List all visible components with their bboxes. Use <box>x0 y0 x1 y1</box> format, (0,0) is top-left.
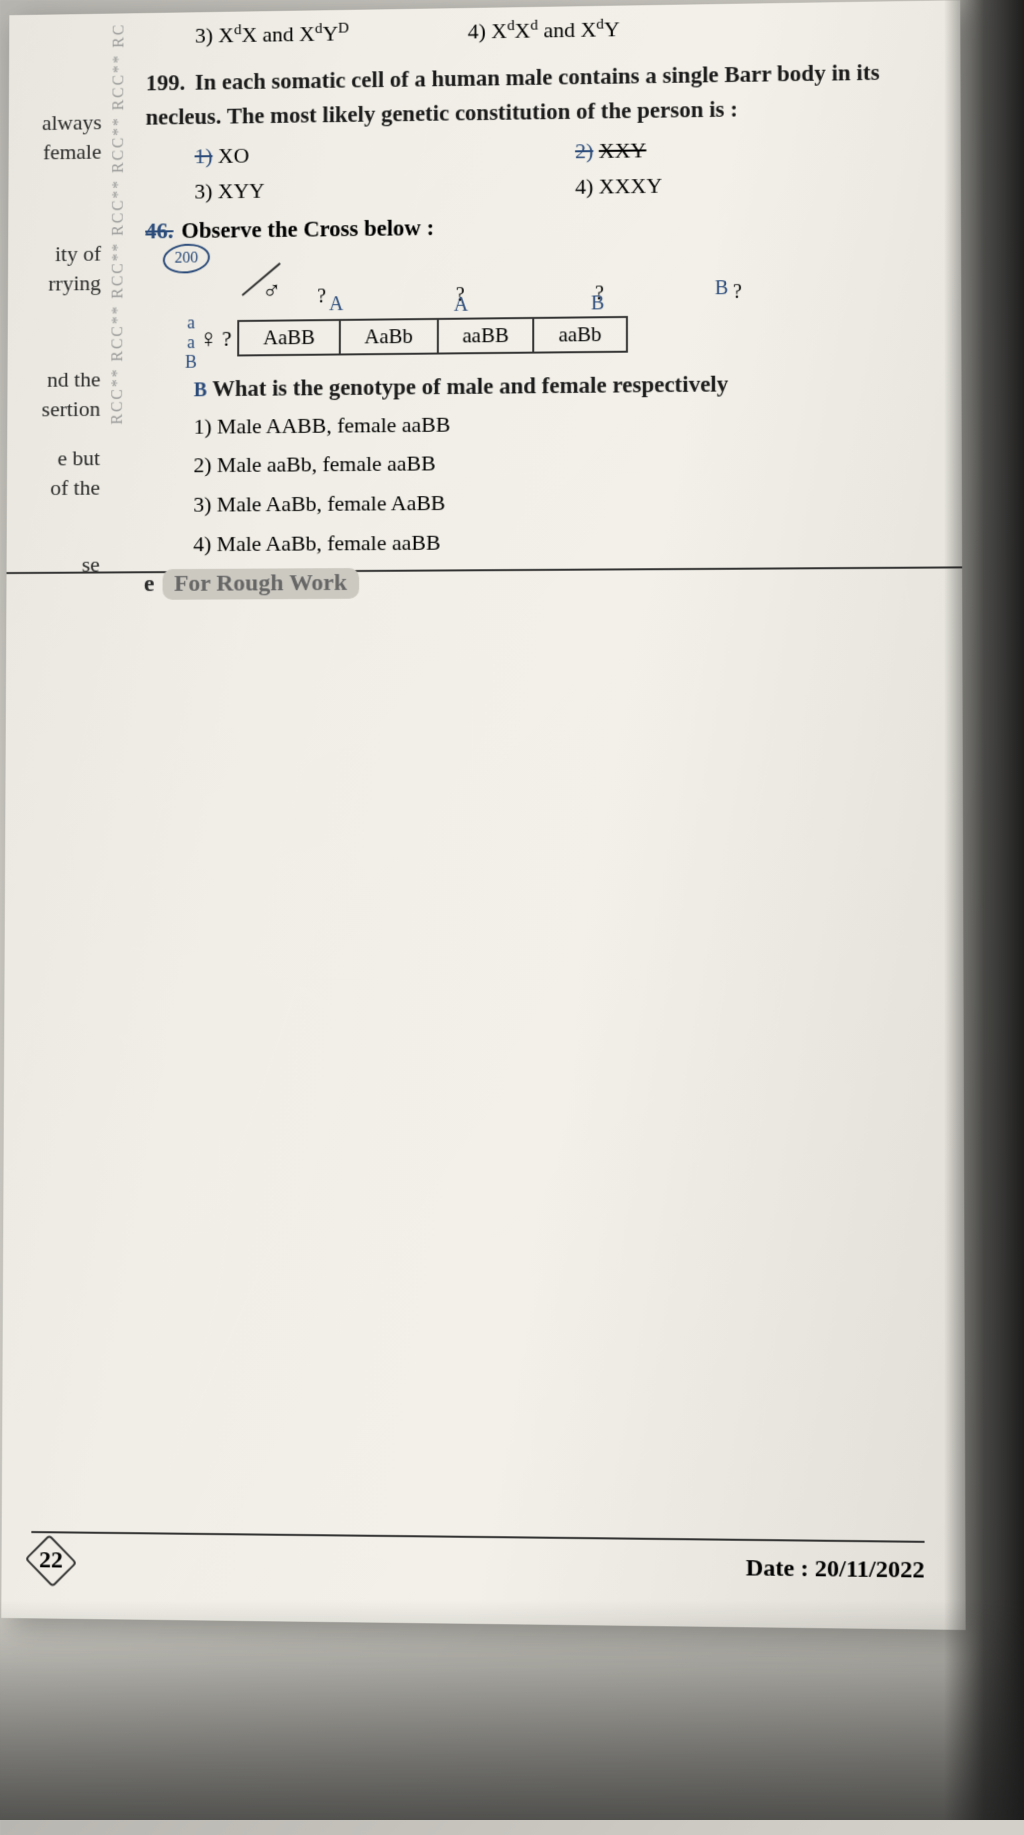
punnett-cell-1: AaBB <box>238 320 339 356</box>
q199-opt3: 3) XYY <box>194 175 535 205</box>
page-number: 22 <box>31 1543 71 1579</box>
q46-struck-number: 46. <box>145 219 173 245</box>
annotation-B2: B <box>715 278 728 301</box>
margin-text-ityof: ity of <box>8 241 101 268</box>
rough-work-label: For Rough Work <box>162 568 359 600</box>
rough-work-prefix: e <box>144 571 155 597</box>
q199-number: 199. <box>146 66 195 101</box>
punnett-top-q4: ? <box>733 281 742 304</box>
q199-opt4: 4) XXXY <box>575 170 920 200</box>
q200-opt3: 3) Male AaBb, female AaBB <box>193 480 921 525</box>
punnett-row-q: ? <box>222 326 232 352</box>
punnett-cell-2: AaBb <box>340 319 438 355</box>
margin-text-female: female <box>9 139 102 166</box>
punnett-square: ♂ ? A ? A ? B B ? a a B ♀ ? <box>199 273 921 357</box>
q200-opt2: 2) Male aaBb, female aaBB <box>193 440 921 485</box>
annotation-a-left2: a <box>187 333 195 354</box>
annotation-a-left1: a <box>187 313 195 334</box>
q200-opt1: 1) Male AABB, female aaBB <box>194 401 922 446</box>
q46-text: Observe the Cross below : <box>181 216 434 245</box>
punnett-cell-4: aaBb <box>534 317 627 353</box>
q198-option4: 4) XdXd and XdY <box>468 15 620 44</box>
q46-circled-200: 200 <box>165 248 208 270</box>
female-symbol-icon: ♀ <box>199 324 218 354</box>
q199-opt2: 2) XXY <box>575 134 920 164</box>
margin-text-ebut: e but <box>7 445 100 471</box>
q199-text: 199.In each somatic cell of a human male… <box>146 56 921 135</box>
margin-text-sertion: sertion <box>7 396 100 422</box>
q199-opt1: 1) XO <box>195 139 536 169</box>
watermark-text: RCC** RCC** RCC** RCC** RCC** RCC** RC <box>102 13 134 702</box>
q198-option3: 3) XdX and XdYD <box>195 20 349 49</box>
annotation-b-left: B <box>185 352 197 373</box>
margin-text-ndthe: nd the <box>7 367 100 393</box>
margin-text-always: always <box>9 110 102 137</box>
annotation-A2: A <box>454 294 468 317</box>
footer-date: Date : 20/11/2022 <box>746 1555 925 1585</box>
annotation-B1: B <box>591 293 604 316</box>
annotation-A1: A <box>329 294 343 317</box>
punnett-table: AaBB AaBb aaBB aaBb <box>237 316 627 356</box>
punnett-top-q1: ? <box>317 286 326 309</box>
margin-text-ofthe: of the <box>7 475 100 501</box>
margin-text-rrying: rrying <box>8 270 101 297</box>
punnett-cell-3: aaBB <box>438 318 534 354</box>
q200-opt4: 4) Male AaBb, female aaBB <box>193 519 921 563</box>
